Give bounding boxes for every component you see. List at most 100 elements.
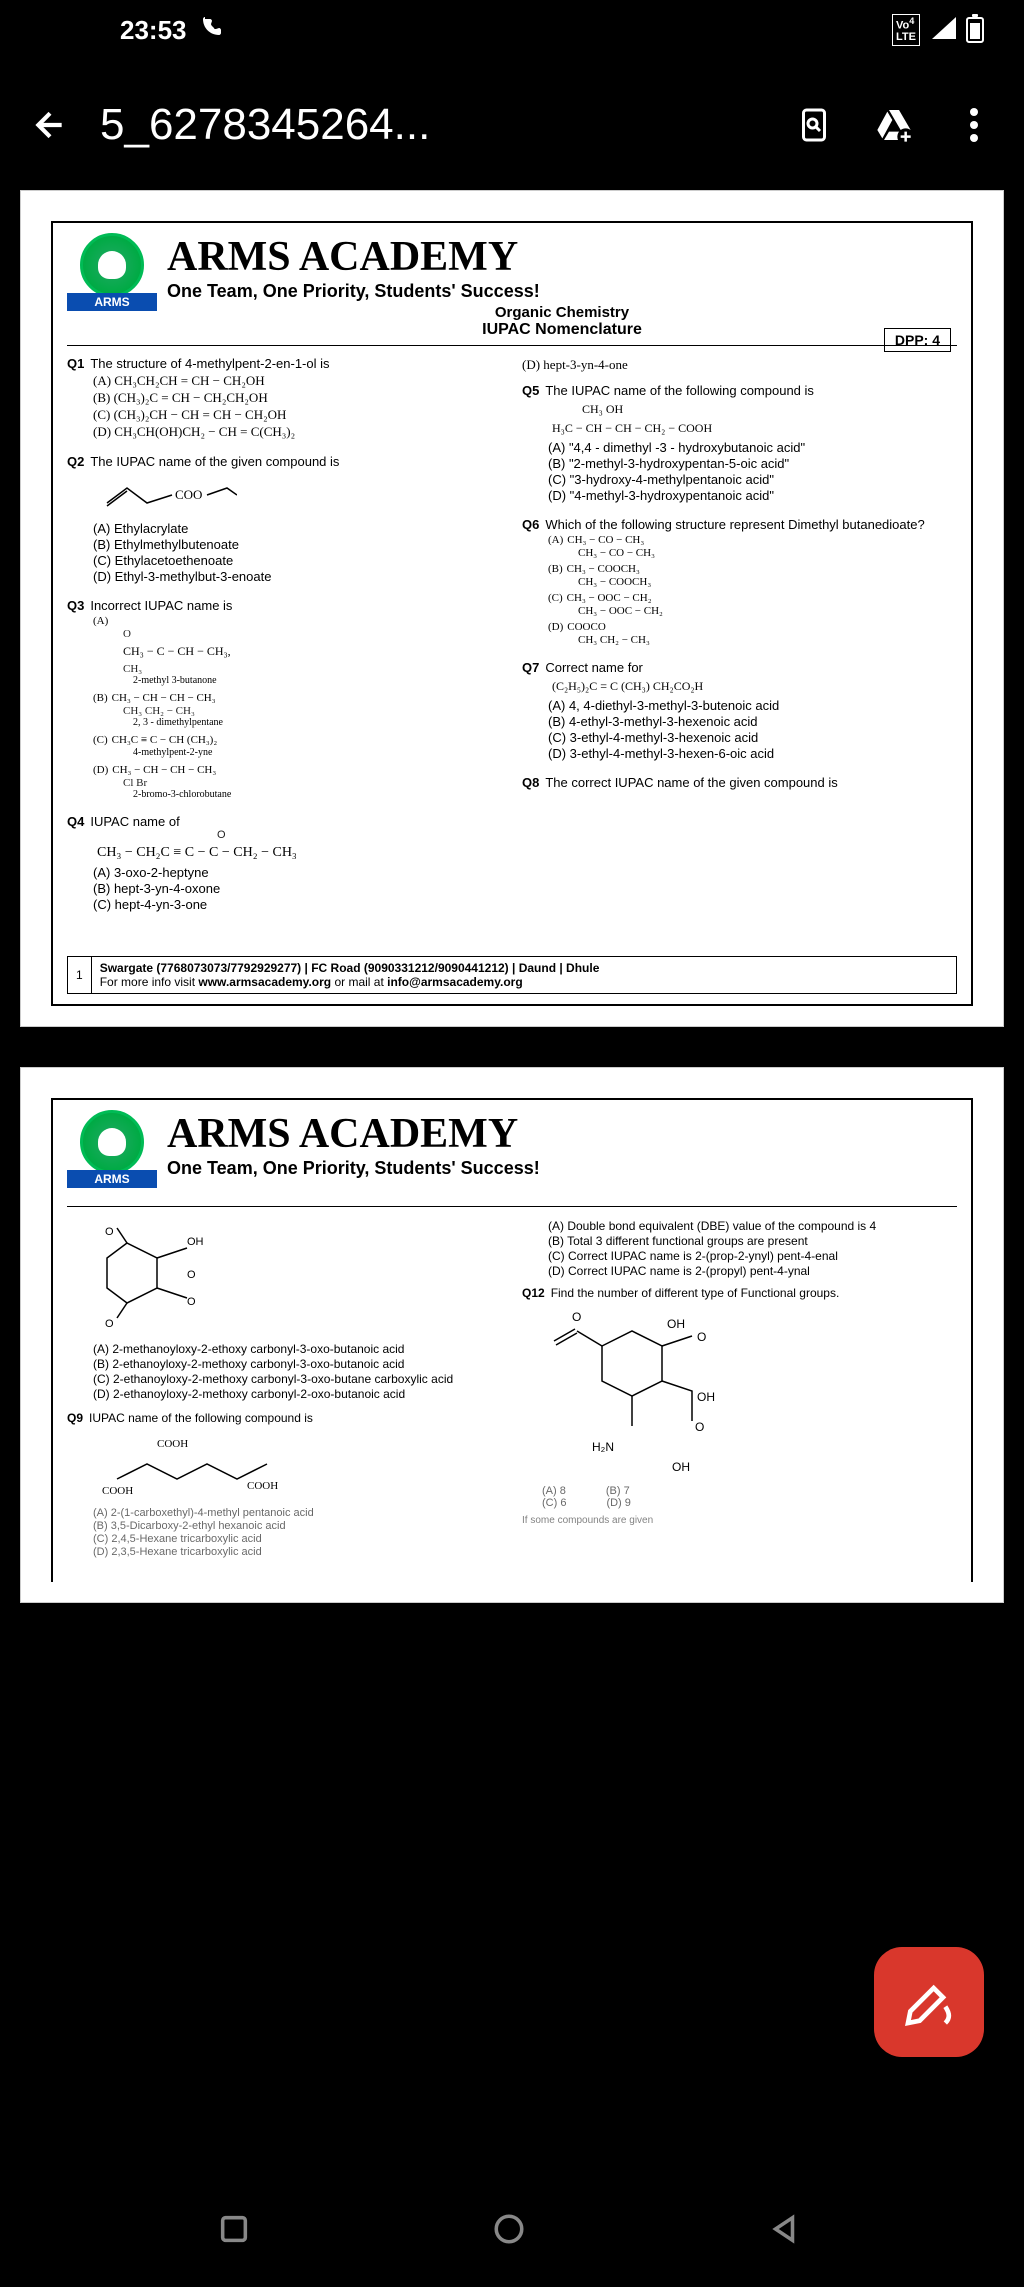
topic: IUPAC Nomenclature (167, 321, 957, 339)
logo-ribbon: ARMS (67, 1170, 157, 1188)
option: (B) 4-ethyl-3-methyl-3-hexenoic acid (548, 714, 957, 729)
option-text: (B) "2-methyl-3-hydroxypentan-5-oic acid… (548, 456, 789, 471)
q-stem: Find the number of different type of Fun… (551, 1286, 840, 1300)
edit-fab[interactable] (874, 1947, 984, 2057)
footer-contacts: Swargate (7768073073/7792929277) | FC Ro… (100, 961, 600, 975)
drive-add-icon[interactable] (874, 105, 914, 145)
status-bar: 23:53 Vo4LTE (0, 0, 1024, 60)
question-8: Q8The correct IUPAC name of the given co… (522, 775, 957, 790)
option: (A) 2-methanoyloxy-2-ethoxy carbonyl-3-o… (93, 1342, 502, 1356)
option-text: (A) 3-oxo-2-heptyne (93, 865, 209, 880)
q-stem: IUPAC name of the following compound is (89, 1411, 313, 1425)
more-icon[interactable] (954, 105, 994, 145)
q-num: Q7 (522, 660, 539, 675)
svg-text:OH: OH (667, 1317, 685, 1331)
option: (A) (93, 615, 502, 627)
signal-icon (930, 15, 956, 46)
option: (A) "4,4 - dimethyl -3 - hydroxybutanoic… (548, 440, 957, 455)
option-text: (D) Correct IUPAC name is 2-(propyl) pen… (548, 1264, 810, 1278)
column-left: O OH O O O (A) 2-methanoyloxy-2-ethoxy c… (67, 1217, 502, 1572)
option-text: (C) 3-ethyl-4-methyl-3-hexenoic acid (548, 730, 758, 745)
academy-name: ARMS ACADEMY (167, 233, 957, 281)
chem-structure: CH₃C ≡ C − CH (CH₃)₂ (112, 734, 218, 746)
svg-text:O: O (105, 1318, 114, 1330)
option-text: (D) CH₃CH(OH)CH₂ − CH = C(CH₃)₂ (93, 424, 295, 440)
option: (D) COOCO (548, 621, 957, 633)
option-text: (C) 6 (542, 1497, 566, 1509)
chem-structure: CH₃ − CH − CH − CH₃ (112, 692, 216, 704)
option: (D) hept-3-yn-4-one (522, 357, 957, 373)
back-icon[interactable] (30, 105, 70, 145)
option-text: (C) 2,4,5-Hexane tricarboxylic acid (93, 1533, 262, 1545)
option-text: (C) "3-hydroxy-4-methylpentanoic acid" (548, 472, 774, 487)
chem-structure: CH₃ − COOCH₃ (567, 563, 640, 575)
option: (D) 3-ethyl-4-methyl-3-hexen-6-oic acid (548, 746, 957, 761)
q-num: Q6 (522, 517, 539, 532)
option-label: (C) (93, 734, 108, 746)
recent-apps-icon[interactable] (217, 2212, 257, 2252)
option-label: (B) (93, 692, 108, 704)
option-text: (B) 4-ethyl-3-methyl-3-hexenoic acid (548, 714, 758, 729)
option-text: (C) 2-ethanoyloxy-2-methoxy carbonyl-3-o… (93, 1372, 453, 1386)
chem-structure: CH₃ − CO − CH₃ (548, 547, 957, 559)
battery-icon (966, 17, 984, 43)
q-num: Q2 (67, 454, 84, 469)
q-stem: Incorrect IUPAC name is (90, 598, 232, 613)
svg-text:O: O (187, 1269, 196, 1281)
option: (A) Ethylacrylate (93, 521, 502, 536)
option-label: (A) (93, 615, 108, 627)
option-text: (A) 2-methanoyloxy-2-ethoxy carbonyl-3-o… (93, 1342, 404, 1356)
page-number: 1 (68, 957, 92, 993)
option-label: (D) (548, 621, 563, 633)
lte-icon: Vo4LTE (892, 14, 920, 46)
option-text: (D) hept-3-yn-4-one (522, 357, 628, 373)
chem-structure: CH₃ − CO − CH₃ (567, 534, 644, 546)
tagline: One Team, One Priority, Students' Succes… (167, 1158, 957, 1179)
back-nav-icon[interactable] (767, 2212, 807, 2252)
option: (C) Correct IUPAC name is 2-(prop-2-ynyl… (548, 1249, 957, 1263)
header-separator (67, 345, 957, 346)
column-left: Q1The structure of 4-methylpent-2-en-1-o… (67, 356, 502, 926)
column-right: (D) hept-3-yn-4-one Q5The IUPAC name of … (522, 356, 957, 926)
option-text: (D) 9 (606, 1497, 630, 1509)
option-text: (B) 3,5-Dicarboxy-2-ethyl hexanoic acid (93, 1520, 286, 1532)
q-stem: IUPAC name of (90, 814, 179, 829)
find-in-page-icon[interactable] (794, 105, 834, 145)
option-label: (A) (548, 534, 563, 546)
page-header: ARMS ARMS ACADEMY One Team, One Priority… (67, 1110, 957, 1200)
app-bar: 5_6278345264... (0, 60, 1024, 190)
option: (A) CH₃ − CO − CH₃ (548, 534, 957, 546)
chem-structure: COO (67, 473, 502, 517)
logo-ribbon: ARMS (67, 293, 157, 311)
option-label: (C) (548, 592, 563, 604)
clock: 23:53 (120, 15, 187, 46)
option-text: (B) Total 3 different functional groups … (548, 1234, 808, 1248)
svg-text:H₂N: H₂N (592, 1440, 614, 1454)
option: (A) CH₃CH₂CH = CH − CH₂OH (93, 373, 502, 389)
dpp-badge: DPP: 4 (884, 328, 951, 352)
page-footer: 1 Swargate (7768073073/7792929277) | FC … (67, 956, 957, 994)
option: (A) 4, 4-diethyl-3-methyl-3-butenoic aci… (548, 698, 957, 713)
chem-sub: Cl Br (93, 777, 502, 789)
option: (C) (CH₃)₂CH − CH = CH − CH₂OH (93, 407, 502, 423)
q-stem: Which of the following structure represe… (545, 517, 924, 532)
question-2: Q2The IUPAC name of the given compound i… (67, 454, 502, 584)
answer-row: (A) 8 (B) 7 (522, 1485, 957, 1497)
option: (B) 3,5-Dicarboxy-2-ethyl hexanoic acid (93, 1520, 502, 1532)
svg-text:OH: OH (672, 1460, 690, 1474)
chem-structure: CH₃ − COOCH₃ (548, 576, 957, 588)
option-text: (B) (CH₃)₂C = CH − CH₂CH₂OH (93, 390, 268, 406)
q-num: Q12 (522, 1286, 545, 1300)
chem-structure: CH₃ OH (522, 402, 957, 417)
chem-structure: CH₃ CH₂ − CH₃ (548, 634, 957, 646)
svg-text:O: O (697, 1330, 706, 1344)
chem-structure: COOCO (567, 621, 606, 633)
option-text: (A) Ethylacrylate (93, 521, 188, 536)
document-viewport[interactable]: ARMS ARMS ACADEMY One Team, One Priority… (0, 190, 1024, 1603)
option-text: (C) Ethylacetoethenoate (93, 553, 233, 568)
svg-text:O: O (695, 1420, 704, 1434)
option-text: (D) "4-methyl-3-hydroxypentanoic acid" (548, 488, 774, 503)
option-text: (A) 2-(1-carboxethyl)-4-methyl pentanoic… (93, 1507, 314, 1519)
svg-text:OH: OH (187, 1236, 204, 1248)
home-icon[interactable] (492, 2212, 532, 2252)
